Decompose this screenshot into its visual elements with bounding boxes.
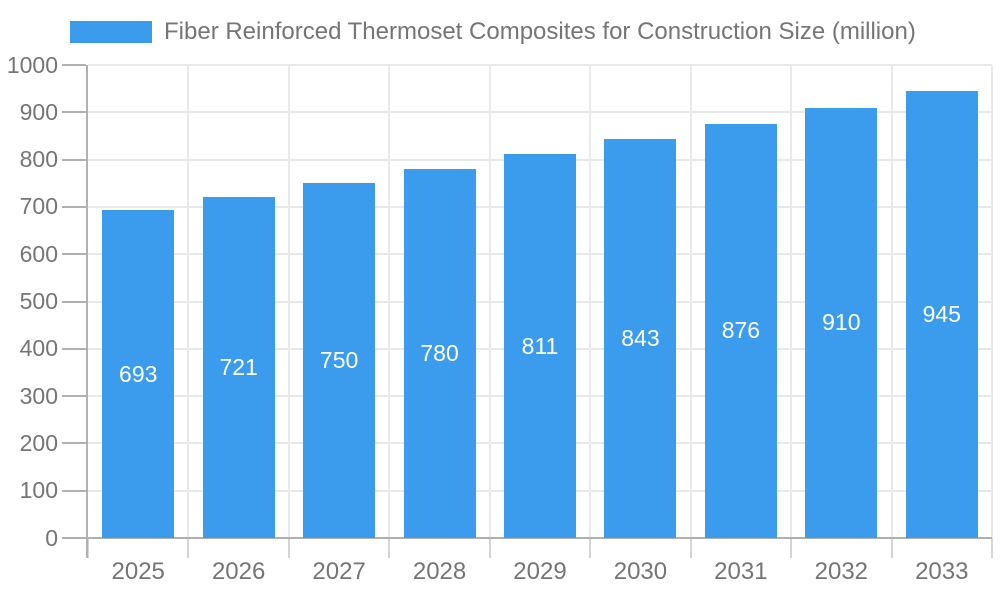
y-axis-tick: [62, 442, 86, 445]
y-axis-tick: [62, 253, 86, 256]
y-axis-tick: [62, 300, 86, 303]
x-tick-label: 2025: [111, 558, 165, 585]
x-gridline: [790, 65, 793, 538]
y-axis-tick: [62, 64, 86, 66]
x-gridline: [589, 65, 592, 538]
x-gridline: [689, 65, 692, 538]
x-gridline: [187, 65, 190, 538]
bar[interactable]: 910: [805, 107, 878, 538]
y-tick-label: 600: [19, 240, 58, 267]
bar[interactable]: 945: [905, 91, 978, 538]
y-axis-line: [86, 65, 88, 558]
bar-value-label: 750: [319, 347, 359, 374]
y-axis-tick: [62, 111, 86, 114]
x-tick-label: 2030: [613, 558, 668, 585]
bar[interactable]: 780: [403, 169, 476, 538]
y-tick-label: 400: [19, 335, 58, 362]
y-tick-label: 1000: [6, 51, 58, 78]
x-axis-tick: [488, 538, 491, 558]
x-gridline: [890, 65, 893, 538]
x-gridline: [287, 65, 290, 538]
legend-item[interactable]: Fiber Reinforced Thermoset Composites fo…: [70, 18, 916, 45]
x-tick-label: 2027: [312, 558, 366, 585]
bar-value-label: 780: [420, 340, 459, 367]
bar-value-label: 811: [521, 332, 559, 359]
y-tick-label: 700: [19, 193, 58, 220]
y-tick-label: 300: [19, 382, 58, 409]
x-gridline: [488, 65, 491, 538]
bar-value-label: 910: [822, 309, 861, 336]
x-axis-tick: [589, 538, 592, 558]
bar[interactable]: 843: [604, 139, 677, 538]
y-tick-label: 200: [19, 429, 58, 456]
bar[interactable]: 811: [504, 154, 576, 538]
bar[interactable]: 876: [704, 123, 777, 538]
y-axis-tick: [62, 537, 86, 539]
y-axis-tick: [62, 347, 86, 350]
x-gridline: [388, 65, 391, 538]
x-tick-label: 2026: [211, 558, 266, 585]
x-axis-tick: [991, 538, 993, 558]
bar-value-label: 876: [721, 317, 761, 344]
y-axis-tick: [62, 158, 86, 161]
y-tick-label: 500: [19, 288, 58, 314]
x-tick-label: 2033: [915, 558, 969, 585]
x-tick-label: 2032: [814, 558, 869, 585]
y-gridline: [88, 64, 992, 66]
legend-label: Fiber Reinforced Thermoset Composites fo…: [164, 18, 916, 45]
x-axis-line: [86, 537, 992, 539]
bar-value-label: 721: [219, 353, 258, 380]
x-axis-tick: [689, 538, 692, 558]
x-tick-label: 2029: [513, 558, 567, 585]
legend-color-swatch: [70, 21, 152, 43]
bar[interactable]: 693: [102, 210, 175, 538]
y-axis-tick: [62, 489, 86, 492]
x-axis-tick: [790, 538, 793, 558]
y-tick-label: 900: [19, 98, 58, 125]
x-axis-tick: [890, 538, 893, 558]
bar[interactable]: 721: [202, 196, 275, 538]
bar[interactable]: 750: [303, 183, 376, 538]
y-tick-label: 0: [45, 524, 58, 551]
x-axis-tick: [287, 538, 290, 558]
y-tick-label: 100: [19, 477, 58, 504]
bar-value-label: 945: [922, 300, 961, 327]
y-gridline: [88, 111, 992, 114]
y-axis-tick: [62, 205, 86, 208]
x-tick-label: 2028: [412, 558, 467, 585]
x-axis-tick: [187, 538, 190, 558]
x-gridline: [991, 65, 993, 538]
y-axis-tick: [62, 395, 86, 398]
x-axis-tick: [87, 538, 89, 558]
y-tick-label: 800: [19, 146, 58, 173]
bar-value-label: 843: [621, 325, 660, 352]
bar-value-label: 693: [119, 360, 158, 387]
x-axis-tick: [388, 538, 391, 558]
x-tick-label: 2031: [714, 558, 768, 585]
